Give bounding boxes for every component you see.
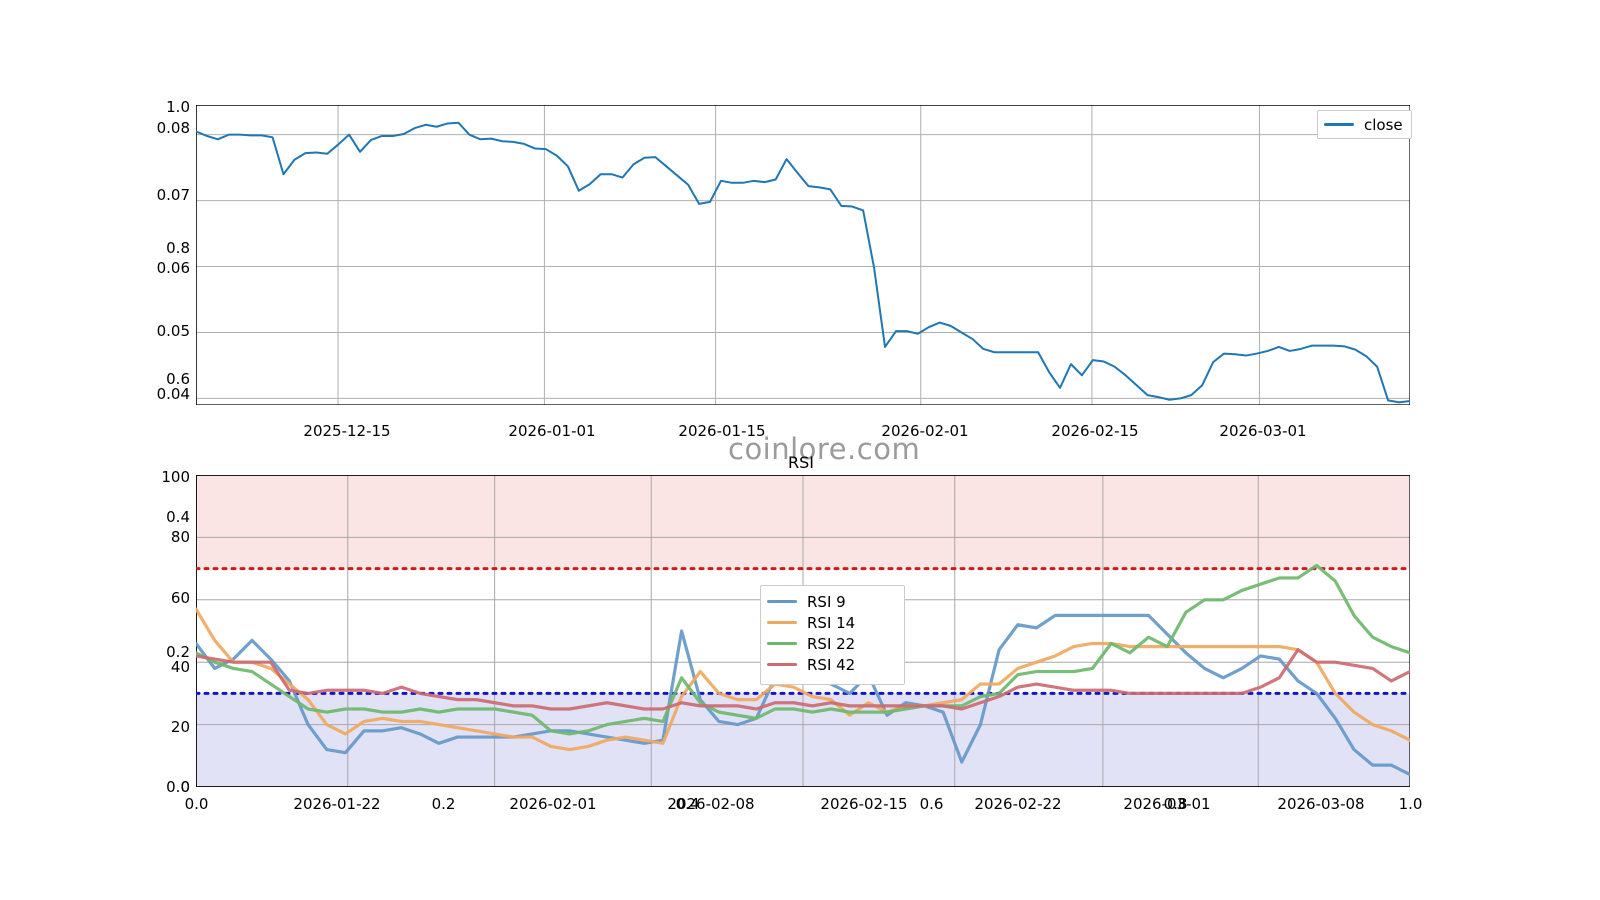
- price-xtick-4: 2026-02-15: [1051, 422, 1139, 440]
- price-ytick-0: 0.08: [156, 119, 190, 137]
- legend-swatch-rsi-14: [767, 621, 797, 624]
- rsi-ytick-20: 20: [170, 718, 190, 736]
- legend-swatch-rsi-42: [767, 663, 797, 666]
- legend-label-rsi-14: RSI 14: [807, 613, 856, 632]
- rsi-overlay-xtick-5: 1.0: [1398, 795, 1423, 813]
- legend-swatch-close: [1324, 123, 1354, 126]
- rsi-overlay-ytick-00: 0.0: [166, 778, 190, 796]
- rsi-overlay-xtick-3: 0.6: [919, 795, 944, 813]
- price-panel: 0.08 0.07 0.06 0.05 0.04 1.0 0.8 0.6 202…: [156, 98, 1412, 440]
- price-plot: [196, 105, 1410, 405]
- rsi-xtick-date-6: 2026-03-08: [1277, 795, 1365, 813]
- legend-label-close: close: [1364, 115, 1403, 134]
- price-xtick-1: 2026-01-01: [508, 422, 596, 440]
- rsi-overlay-ytick-02: 0.2: [166, 643, 190, 661]
- price-overlay-ytick-1: 0.8: [166, 239, 190, 257]
- legend-label-rsi-9: RSI 9: [807, 592, 846, 611]
- price-ytick-2: 0.06: [156, 259, 190, 277]
- price-overlay-ytick-0: 1.0: [166, 98, 190, 116]
- price-xtick-0: 2025-12-15: [303, 422, 391, 440]
- rsi-overlay-xtick-0: 0.0: [184, 795, 209, 813]
- rsi-overlay-xtick-4: 0.8: [1163, 795, 1188, 813]
- rsi-ytick-60: 60: [170, 589, 190, 607]
- price-xtick-2: 2026-01-15: [678, 422, 766, 440]
- price-ytick-4: 0.04: [156, 385, 190, 403]
- price-legend[interactable]: close: [1317, 110, 1412, 139]
- rsi-xtick-date-5: 2026-03-01: [1123, 795, 1211, 813]
- legend-item-close[interactable]: close: [1324, 114, 1405, 135]
- legend-label-rsi-42: RSI 42: [807, 655, 856, 674]
- rsi-xtick-date-1: 2026-02-01: [509, 795, 597, 813]
- price-xtick-5: 2026-03-01: [1219, 422, 1307, 440]
- rsi-ytick-0: 0: [180, 778, 190, 796]
- rsi-overlay-xtick-2: 0.4: [675, 795, 700, 813]
- rsi-xtick-date-3: 2026-02-15: [820, 795, 908, 813]
- price-ytick-3: 0.05: [156, 322, 190, 340]
- price-ytick-1: 0.07: [156, 186, 190, 204]
- rsi-overlay-ytick-04: 0.4: [166, 508, 190, 526]
- rsi-title: RSI: [788, 453, 814, 472]
- legend-swatch-rsi-22: [767, 642, 797, 645]
- price-xtick-3: 2026-02-01: [881, 422, 969, 440]
- rsi-xtick-date-0: 2026-01-22: [293, 795, 381, 813]
- rsi-legend[interactable]: RSI 9 RSI 14 RSI 22 RSI 42: [760, 585, 905, 685]
- rsi-overlay-xtick-1: 0.2: [431, 795, 456, 813]
- legend-label-rsi-22: RSI 22: [807, 634, 856, 653]
- watermark: coinlore.com: [728, 432, 921, 466]
- legend-item-rsi-22[interactable]: RSI 22: [767, 633, 896, 654]
- rsi-xtick-date-4: 2026-02-22: [974, 795, 1062, 813]
- price-overlay-ytick-2: 0.6: [166, 370, 190, 388]
- rsi-ytick-40: 40: [170, 658, 190, 676]
- rsi-xtick-date-2: 2026-02-08: [667, 795, 755, 813]
- rsi-plot: [196, 475, 1410, 787]
- legend-item-rsi-9[interactable]: RSI 9: [767, 591, 896, 612]
- legend-swatch-rsi-9: [767, 600, 797, 603]
- legend-item-rsi-42[interactable]: RSI 42: [767, 654, 896, 675]
- rsi-ytick-80: 80: [170, 528, 190, 546]
- rsi-panel: 100 80 60 40 20 0 0.4 0.2 0.0 2026-01-22…: [0, 450, 1600, 900]
- legend-item-rsi-14[interactable]: RSI 14: [767, 612, 896, 633]
- rsi-ytick-100: 100: [161, 468, 190, 486]
